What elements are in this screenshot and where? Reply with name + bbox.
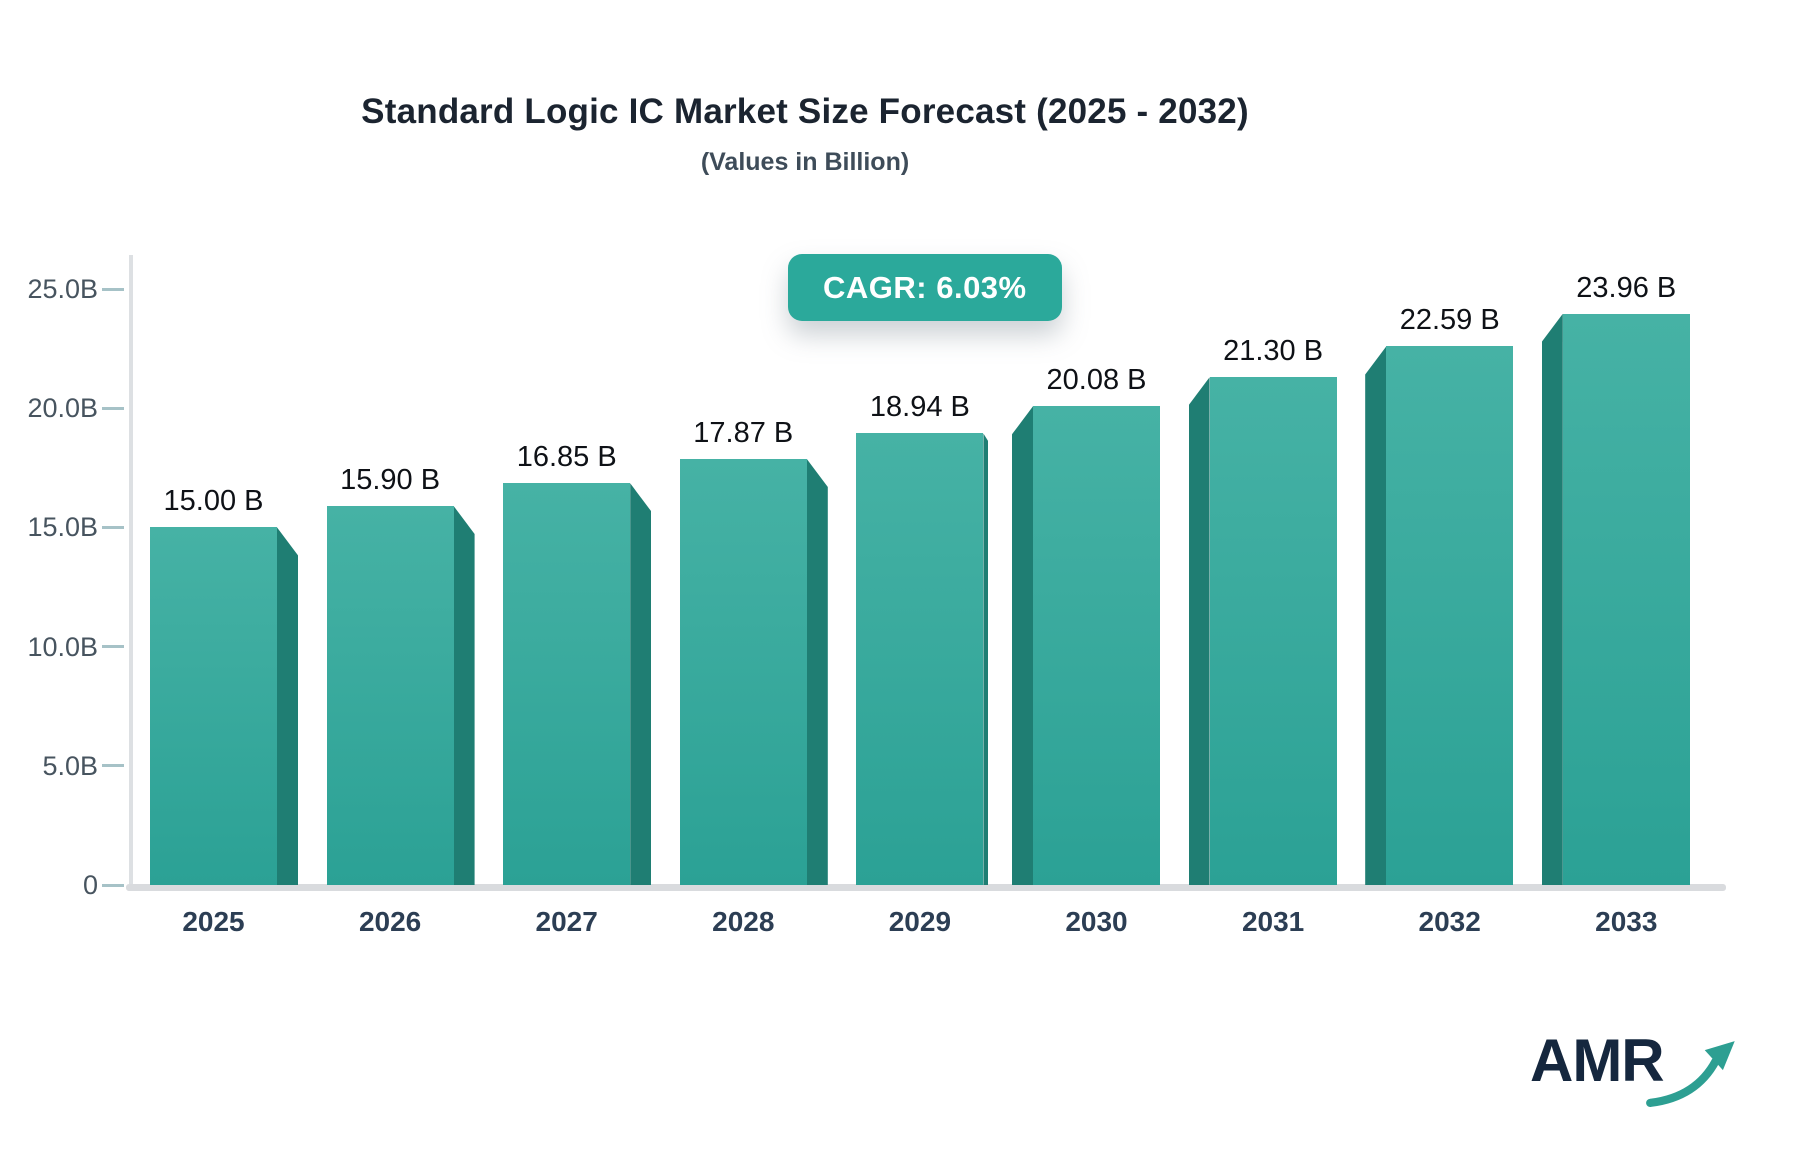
- bar-value-label-2026: 15.90 B: [340, 463, 441, 496]
- x-axis-label-2030: 2030: [1065, 906, 1128, 937]
- x-axis-label-2028: 2028: [712, 906, 775, 937]
- cagr-badge-label: CAGR: 6.03%: [823, 269, 1027, 305]
- x-axis-baseline: [126, 884, 1726, 891]
- bar-2031: [1209, 377, 1337, 885]
- cagr-badge: CAGR: 6.03%: [788, 254, 1062, 321]
- bar-2027: [503, 483, 631, 885]
- chart-title: Standard Logic IC Market Size Forecast (…: [361, 92, 1249, 131]
- bar-side-face-2030: [1012, 406, 1033, 885]
- bar-value-label-2028: 17.87 B: [693, 416, 794, 449]
- bar-value-label-2025: 15.00 B: [163, 485, 264, 518]
- y-axis-tick-mark: [102, 764, 124, 768]
- amr-logo-arrow-icon: [1646, 1041, 1735, 1107]
- y-axis-tick-label-25.0B: 25.0B: [27, 274, 98, 304]
- y-axis-tick-label-15.0B: 15.0B: [27, 512, 98, 543]
- bar-side-face-2031: [1188, 377, 1210, 885]
- bar-value-label-2032: 22.59 B: [1399, 304, 1500, 337]
- y-axis-tick-mark: [102, 287, 124, 291]
- bar-2028: [679, 458, 807, 885]
- y-axis-tick-label-20.0B: 20.0B: [27, 393, 98, 424]
- bar-side-face-2032: [1365, 346, 1387, 885]
- bar-side-face-2026: [453, 505, 475, 885]
- y-axis-tick-mark: [102, 525, 124, 529]
- y-axis-tick-mark: [102, 406, 124, 410]
- bar-2030: [1033, 406, 1160, 885]
- bar-value-label-2029: 18.94 B: [869, 391, 970, 424]
- bar-value-label-2030: 20.08 B: [1046, 364, 1147, 397]
- x-axis-label-2026: 2026: [358, 906, 422, 937]
- y-axis-tick-mark: [102, 883, 124, 887]
- bar-value-label-2027: 16.85 B: [516, 441, 617, 474]
- x-axis-label-2031: 2031: [1241, 906, 1305, 937]
- bar-side-face-2027: [630, 483, 652, 885]
- bar-side-face-2028: [806, 458, 828, 885]
- bar-2026: [326, 505, 454, 885]
- amr-logo-text: AMR: [1530, 1027, 1665, 1094]
- chart-subtitle: (Values in Billion): [700, 148, 910, 176]
- y-axis-tick-label-10.0B: 10.0B: [27, 631, 98, 662]
- bar-2033: [1562, 313, 1690, 885]
- y-axis-line: [129, 255, 133, 885]
- x-axis-label-2027: 2027: [535, 906, 598, 937]
- bar-2025: [150, 527, 277, 885]
- x-axis-label-2029: 2029: [888, 906, 952, 937]
- bar-side-face-2025: [277, 527, 298, 885]
- bar-2029: [856, 433, 984, 885]
- bar-value-label-2033: 23.96 B: [1576, 271, 1677, 304]
- amr-logo: AMR: [1530, 1030, 1740, 1120]
- y-axis-tick-mark: [102, 645, 124, 649]
- y-axis-tick-label-0: 0: [82, 870, 98, 900]
- y-axis-tick-label-5.0B: 5.0B: [42, 750, 98, 781]
- bar-2032: [1386, 346, 1514, 885]
- bar-value-label-2031: 21.30 B: [1223, 335, 1324, 368]
- bar-side-face-2033: [1541, 313, 1563, 885]
- x-axis-label-2033: 2033: [1595, 906, 1658, 937]
- x-axis-label-2025: 2025: [182, 906, 245, 937]
- x-axis-label-2032: 2032: [1418, 906, 1481, 937]
- bar-side-face-2029: [983, 433, 989, 885]
